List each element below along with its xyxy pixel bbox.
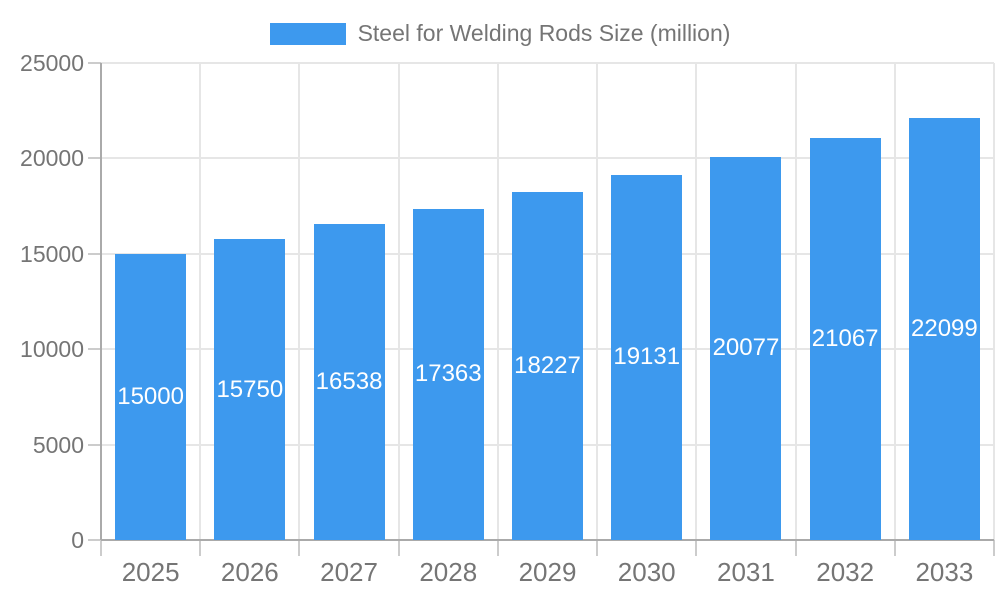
bar-value-label: 21067 (811, 325, 879, 352)
bar: 19131 (611, 174, 683, 540)
x-tick (893, 540, 896, 556)
x-tick (199, 540, 202, 556)
bar-value-label: 20077 (712, 334, 780, 362)
x-tick-label: 2030 (617, 557, 676, 587)
gridline-v (596, 63, 599, 540)
y-tick (88, 539, 101, 541)
y-tick (88, 443, 101, 446)
bar: 22099 (908, 118, 980, 540)
bar: 20077 (710, 156, 782, 540)
x-axis-line (101, 539, 994, 541)
bar: 15750 (214, 239, 286, 540)
x-tick (794, 540, 797, 556)
y-tick (88, 348, 101, 351)
bar-value-label: 15000 (117, 382, 184, 410)
gridline-h (101, 157, 994, 160)
bar: 15000 (115, 253, 187, 540)
y-tick (88, 252, 101, 255)
x-tick-label: 2027 (320, 557, 378, 587)
bar-value-label: 16538 (315, 368, 383, 396)
x-tick (993, 540, 995, 556)
x-tick-label: 2031 (717, 557, 775, 587)
x-tick-label: 2026 (220, 557, 279, 587)
gridline-v (496, 63, 499, 540)
gridline-h (101, 62, 994, 64)
x-tick-label: 2029 (518, 557, 577, 587)
y-tick-label: 20000 (20, 145, 84, 172)
x-tick-label: 2025 (121, 557, 180, 587)
x-tick (496, 540, 499, 556)
gridline-v (794, 63, 797, 540)
bar-value-label: 18227 (514, 352, 581, 380)
gridline-v (397, 63, 400, 540)
bar-value-label: 22099 (911, 315, 978, 343)
x-tick (397, 540, 400, 556)
y-tick-label: 25000 (20, 50, 84, 76)
bar: 21067 (809, 138, 881, 540)
y-tick-label: 10000 (20, 336, 84, 363)
gridline-v (993, 63, 995, 540)
y-tick-label: 5000 (32, 431, 84, 458)
y-axis-line (100, 63, 102, 540)
x-tick-label: 2028 (419, 557, 478, 587)
legend-swatch (269, 22, 346, 45)
x-tick (596, 540, 599, 556)
y-tick (88, 157, 101, 160)
gridline-v (199, 63, 202, 540)
x-tick-label: 2032 (816, 557, 875, 587)
x-tick (298, 540, 301, 556)
bar: 18227 (512, 192, 583, 540)
x-tick (695, 540, 698, 556)
gridline-v (695, 63, 698, 540)
y-tick-label: 0 (71, 527, 84, 553)
legend[interactable]: Steel for Welding Rods Size (million) (0, 20, 1000, 47)
bar-value-label: 17363 (414, 360, 482, 388)
gridline-v (298, 63, 301, 540)
x-tick (100, 540, 102, 556)
gridline-v (893, 63, 896, 540)
bar-value-label: 19131 (613, 343, 681, 371)
legend-label: Steel for Welding Rods Size (million) (357, 20, 731, 46)
y-tick-label: 15000 (20, 240, 84, 267)
bar: 16538 (313, 224, 385, 540)
x-tick-label: 2033 (915, 557, 974, 587)
bar-value-label: 15750 (216, 375, 284, 403)
bar: 17363 (412, 208, 484, 540)
y-tick (88, 62, 101, 64)
